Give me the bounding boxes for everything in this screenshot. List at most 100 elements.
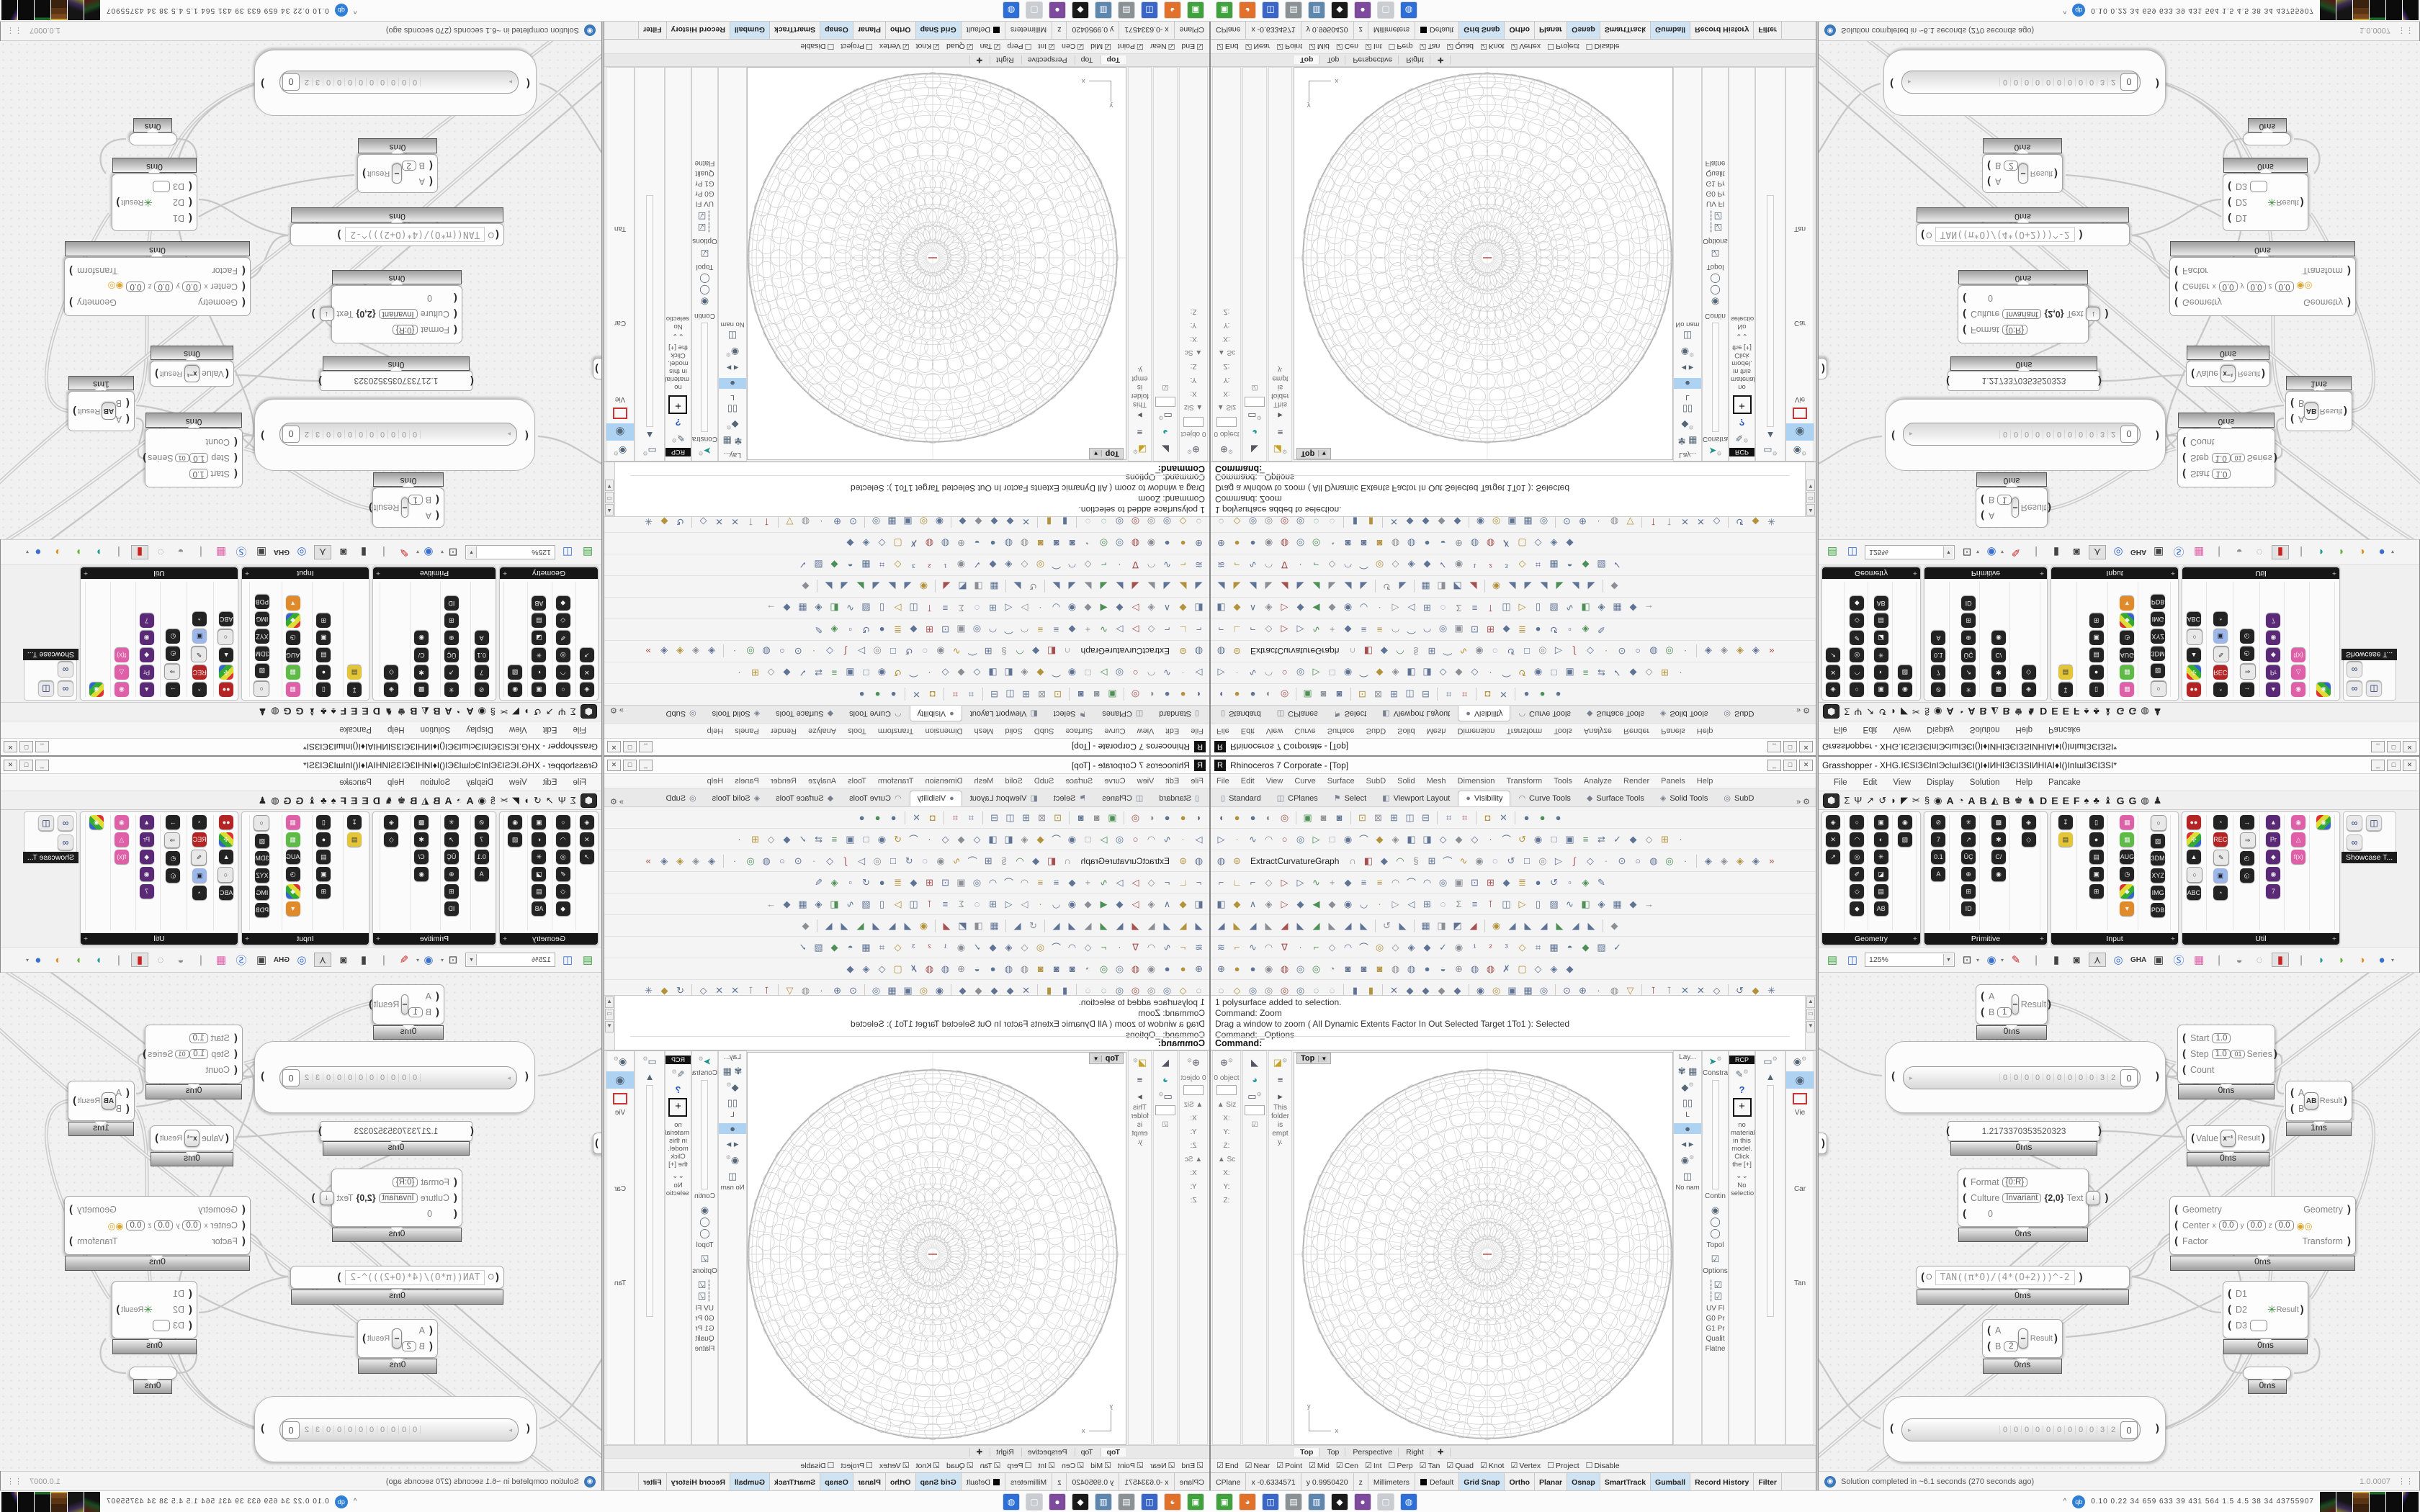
toolbar-tab-solid-tools[interactable]: ◈ Solid Tools: [712, 793, 761, 804]
taskbar-app-icon[interactable]: ◫: [1141, 1493, 1158, 1511]
osnap-quad[interactable]: ☑ Quad: [1446, 1461, 1474, 1471]
toolbar-icon[interactable]: ∩: [1064, 855, 1071, 866]
taskbar-app-icon[interactable]: ▥: [1095, 1, 1112, 19]
maximize-button[interactable]: □: [19, 759, 33, 771]
toolbar-icon[interactable]: ⊙: [1618, 646, 1626, 657]
checkbox[interactable]: ☑: [1335, 1462, 1343, 1470]
toolbar-icon[interactable]: ◎: [1438, 624, 1448, 636]
slider-digit[interactable]: 0: [345, 78, 356, 86]
menu-item[interactable]: Edit: [1863, 778, 1878, 787]
toolbar-icon[interactable]: ◎: [1312, 538, 1321, 549]
group-label[interactable]: Input +: [2051, 567, 2178, 579]
osnap-quad[interactable]: ☑ Quad: [946, 1461, 974, 1471]
toolbar-icon[interactable]: ◇: [1439, 667, 1447, 679]
slider-digit[interactable]: 3: [2097, 1074, 2107, 1082]
component-icon[interactable]: ↧: [347, 683, 362, 697]
gray-sphere-icon[interactable]: ◒: [177, 953, 184, 966]
component-icon[interactable]: ▤: [532, 613, 547, 628]
taskbar-app-icon[interactable]: ▥: [1095, 1493, 1112, 1511]
toolbar-icon[interactable]: ◙: [1093, 689, 1100, 700]
gh-category-tab[interactable]: F: [340, 794, 347, 806]
help-icon[interactable]: ?: [675, 1084, 681, 1096]
gh-category-tab[interactable]: ♚: [397, 706, 406, 718]
component-icon[interactable]: Pr: [139, 832, 154, 847]
toolbar-icon[interactable]: ⊡: [1054, 689, 1062, 701]
component-icon[interactable]: AB: [532, 596, 547, 611]
toolbar-icon[interactable]: ⌒: [909, 667, 919, 678]
toolbar-icon[interactable]: ◎: [746, 646, 755, 657]
status-toggle-grid-snap[interactable]: Grid Snap: [915, 21, 961, 39]
component-icon[interactable]: 0.1: [1931, 648, 1946, 662]
component-icon[interactable]: ↗: [1826, 648, 1841, 662]
menu-item[interactable]: Help: [707, 776, 724, 786]
help-icon[interactable]: ?: [675, 416, 681, 428]
folder-panel[interactable]: ◪⚙ ≡ ▸ This folder is empty.: [1128, 1050, 1152, 1445]
taskbar-app-icon[interactable]: ◍: [1003, 1, 1020, 19]
component-icon[interactable]: ⊘: [1931, 815, 1946, 829]
blue-sphere-icon[interactable]: ●: [35, 546, 42, 559]
taskbar-app-icon[interactable]: ▣: [1216, 1, 1233, 19]
component-icon[interactable]: ●●: [2186, 815, 2201, 829]
toolbar-icon[interactable]: ◈: [692, 855, 700, 866]
component-icon[interactable]: ▤: [2089, 850, 2104, 864]
toolbar-icon[interactable]: ●: [1180, 538, 1186, 549]
toolbar-icon[interactable]: ◎: [1492, 984, 1501, 996]
osnap-perp[interactable]: ☐ Perp: [1007, 42, 1032, 51]
display-mode-panel[interactable]: ▭⚙ ▲: [1755, 67, 1785, 462]
format-node[interactable]: (Format {0:R} (Culture Invariant {2,0} Text ↓…: [310, 1169, 462, 1227]
checkbox[interactable]: ☑: [1077, 42, 1085, 50]
goggles-icon[interactable]: ∞: [58, 681, 73, 697]
toolbar-icon[interactable]: ⌐: [1234, 942, 1240, 953]
toolbar-icon[interactable]: ◧: [1216, 898, 1226, 909]
group-label[interactable]: Util +: [81, 567, 238, 579]
component-icon[interactable]: Pr: [2266, 665, 2281, 680]
component-icon[interactable]: ↗: [444, 665, 459, 680]
gh-category-tab[interactable]: A: [466, 706, 474, 718]
menu-item[interactable]: Edit: [1165, 776, 1180, 786]
material-panel[interactable]: RCP ✎⚙ ? + no material in this model. Cl…: [1729, 67, 1755, 462]
viewport-dropdown-icon[interactable]: ▼: [1093, 1055, 1102, 1062]
toolbar-icon[interactable]: ⊙: [1618, 855, 1626, 866]
toolbar-icon[interactable]: ◉: [1264, 963, 1273, 974]
spectrum-thumbnail[interactable]: [35, 1491, 50, 1512]
properties-panel[interactable]: ⊕⚙ 0 object ▲ Siz X: Y: Z: ▲ Sc X: Y: Z:: [1212, 1050, 1241, 1445]
image-export-icon[interactable]: ▣: [256, 546, 267, 558]
gh-category-tab[interactable]: ◗: [524, 795, 529, 806]
toolbar-icon[interactable]: ◍: [1131, 963, 1140, 974]
component-icon[interactable]: ◷: [285, 631, 300, 645]
toolbar-icon[interactable]: ▣: [1303, 811, 1312, 823]
osnap-project[interactable]: ☐ Project: [1547, 42, 1579, 51]
component-icon[interactable]: △: [114, 665, 129, 680]
toolbar-icon[interactable]: ◒: [1440, 538, 1446, 549]
toolbar-icon[interactable]: ⊜: [1179, 646, 1187, 657]
checkbox[interactable]: ☑: [1364, 1462, 1372, 1470]
gh-category-tab[interactable]: ◭: [1991, 706, 1999, 718]
toolbar-icon[interactable]: ◆: [1084, 603, 1092, 614]
taskbar-app-icon[interactable]: ▣: [1187, 1493, 1204, 1511]
toolbar-icon[interactable]: ●: [1250, 963, 1256, 974]
toolbar-icon[interactable]: ◧: [1363, 646, 1373, 657]
maximize-button[interactable]: □: [2387, 759, 2401, 771]
component-icon[interactable]: 0.1: [1931, 850, 1946, 864]
gh-category-tab[interactable]: ◤: [512, 794, 520, 806]
component-icon[interactable]: ●: [316, 665, 331, 680]
toolbar-icon[interactable]: ⊕: [1195, 963, 1203, 974]
menu-item[interactable]: View: [1137, 776, 1155, 786]
component-icon[interactable]: ◈: [579, 683, 594, 697]
toolbar-icon[interactable]: ◇: [1265, 876, 1273, 888]
toolbar-icon[interactable]: ◎: [1538, 855, 1547, 866]
menu-item[interactable]: Display: [466, 778, 493, 787]
easel-icon[interactable]: ◫: [38, 681, 54, 697]
toolbar-icon[interactable]: ◆: [1328, 603, 1336, 614]
resize-grip[interactable]: ⋮⋮: [6, 26, 22, 35]
toolbar-icon[interactable]: ▯: [879, 898, 885, 909]
tray-chevron-icon[interactable]: ^: [353, 6, 357, 14]
toolbar-icon[interactable]: ↺: [1736, 984, 1744, 996]
component-icon[interactable]: ▣: [2089, 631, 2104, 645]
expand-icon[interactable]: ▸: [1137, 1091, 1142, 1102]
toolbar-icon[interactable]: ▦: [861, 941, 871, 953]
group-label[interactable]: Primitive +: [373, 567, 496, 579]
component-icon[interactable]: ⊞: [444, 884, 459, 899]
component-icon[interactable]: ◔: [2213, 815, 2228, 829]
taskbar-app-icon[interactable]: ◕: [1239, 1, 1256, 19]
